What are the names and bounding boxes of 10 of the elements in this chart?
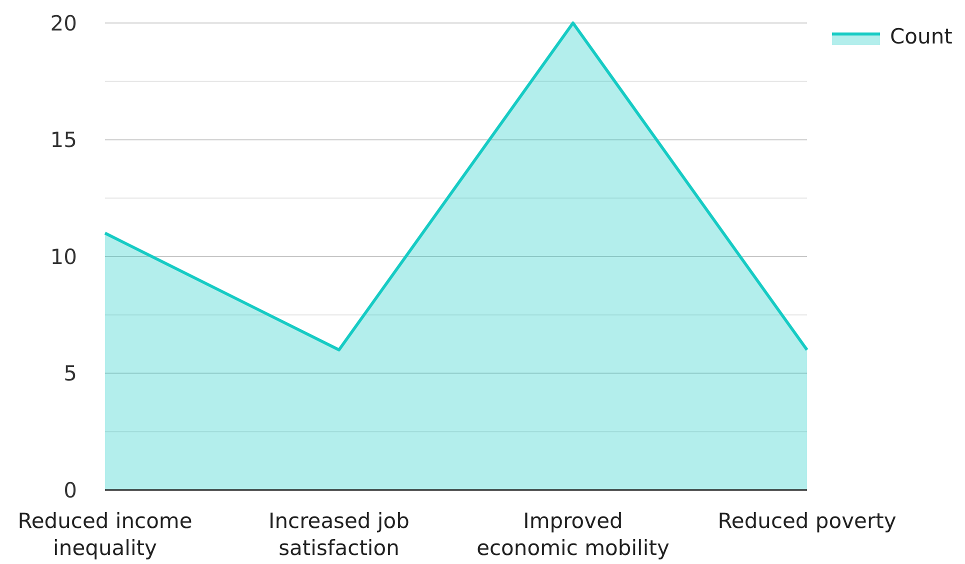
y-tick-label: 10 [50,244,77,269]
y-tick-label: 5 [64,362,77,386]
x-tick-label: Increased job satisfaction [268,509,410,560]
y-tick-label: 20 [50,11,77,36]
x-tick-label: Reduced poverty [718,509,896,533]
x-tick-label: Reduced income inequality [18,509,192,560]
legend-label: Count [890,24,952,48]
y-tick-label: 15 [50,128,77,152]
y-tick-label: 0 [64,478,77,502]
x-tick-label: Improved economic mobility [476,509,670,560]
